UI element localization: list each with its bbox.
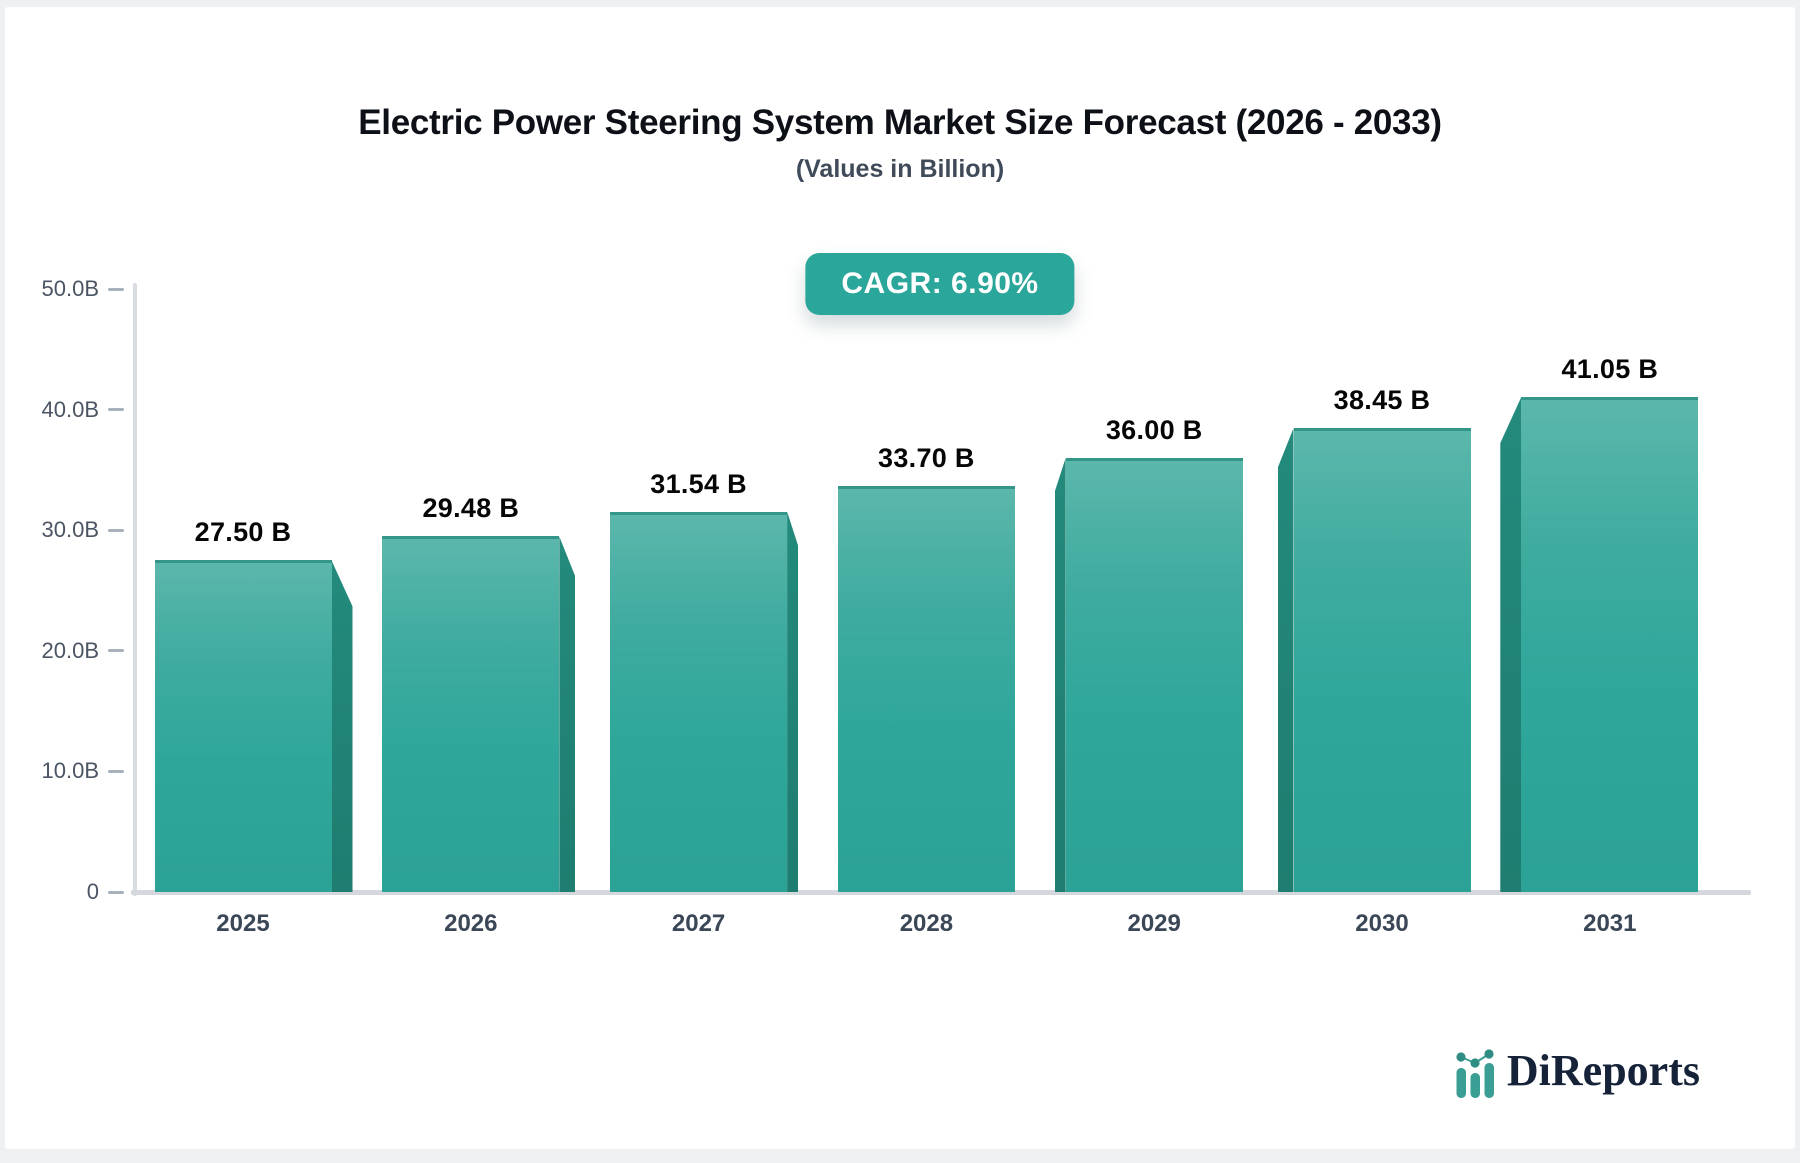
y-tick-dash [108, 287, 124, 291]
bar-value-label: 27.50 B [194, 517, 292, 548]
x-tick-label: 2031 [1583, 910, 1637, 937]
x-tick-label: 2026 [444, 910, 498, 937]
bar-chart-trend-icon [1455, 1044, 1497, 1098]
x-tick-label: 2029 [1127, 910, 1181, 937]
y-tick-dash [108, 528, 124, 532]
y-axis-line [133, 283, 137, 896]
bar-front-face [1521, 396, 1699, 892]
bar-side-face [787, 511, 799, 892]
x-tick-label: 2027 [671, 910, 726, 937]
bar-value-label: 29.48 B [422, 493, 520, 524]
y-tick-dash [108, 408, 124, 412]
bar-front-face [610, 511, 788, 892]
bar-front-face [1293, 428, 1471, 892]
y-tick-dash [108, 769, 124, 773]
x-tick-label: 2025 [216, 910, 270, 937]
chart-card: Electric Power Steering System Market Si… [5, 7, 1795, 1149]
plot-area: 0 10.0B 20.0B 30.0B 40.0B 50.0B 2025 2026 2027 2… [5, 7, 1800, 1163]
bar-2027[interactable]: 31.54 B [610, 469, 799, 892]
bar-value-label: 38.45 B [1333, 385, 1431, 416]
y-tick-label: 50.0B [41, 276, 100, 301]
y-tick-label: 10.0B [41, 758, 100, 784]
y-tick-dash [108, 649, 124, 653]
x-axis-baseline [131, 890, 1751, 895]
x-tick-label: 2028 [899, 910, 954, 937]
bar-value-label: 33.70 B [878, 442, 975, 473]
bar-2025[interactable]: 27.50 B [154, 517, 353, 892]
bar-2028[interactable]: 33.70 B [837, 443, 1015, 892]
bar-side-face [1277, 428, 1294, 892]
bar-2030[interactable]: 38.45 B [1277, 385, 1471, 892]
bar-value-label: 41.05 B [1561, 353, 1659, 384]
bar-2031[interactable]: 41.05 B [1500, 354, 1699, 892]
bars-layer: 27.50 B 29.48 B 31.54 B 33.70 B 36.00 B 38.45… [5, 7, 1800, 892]
bar-2029[interactable]: 36.00 B [1054, 415, 1243, 892]
bar-value-label: 31.54 B [650, 468, 747, 499]
bar-front-face [1065, 457, 1243, 892]
cagr-badge: CAGR: 6.90% [805, 253, 1075, 315]
chart-title: Electric Power Steering System Market Si… [358, 103, 1442, 142]
bar-front-face [837, 485, 1015, 892]
bar-value-label: 36.00 B [1105, 414, 1203, 445]
bar-side-face [1054, 457, 1066, 892]
y-tick-label: 30.0B [41, 517, 100, 543]
y-tick-label: 20.0B [41, 637, 100, 663]
bar-side-face [1500, 396, 1522, 892]
bar-side-face [559, 536, 576, 892]
x-tick-label: 2030 [1355, 910, 1409, 937]
bar-side-face [331, 560, 353, 892]
y-tick-label: 0 [86, 879, 99, 904]
direports-logo[interactable]: DiReports [1455, 1041, 1700, 1101]
bar-front-face [154, 560, 332, 892]
y-tick-label: 40.0B [41, 396, 100, 422]
y-tick-dash [108, 890, 124, 894]
bar-front-face [382, 536, 560, 892]
logo-text: DiReports [1506, 1046, 1700, 1095]
bar-2026[interactable]: 29.48 B [382, 493, 576, 892]
chart-subtitle: (Values in Billion) [795, 155, 1005, 183]
